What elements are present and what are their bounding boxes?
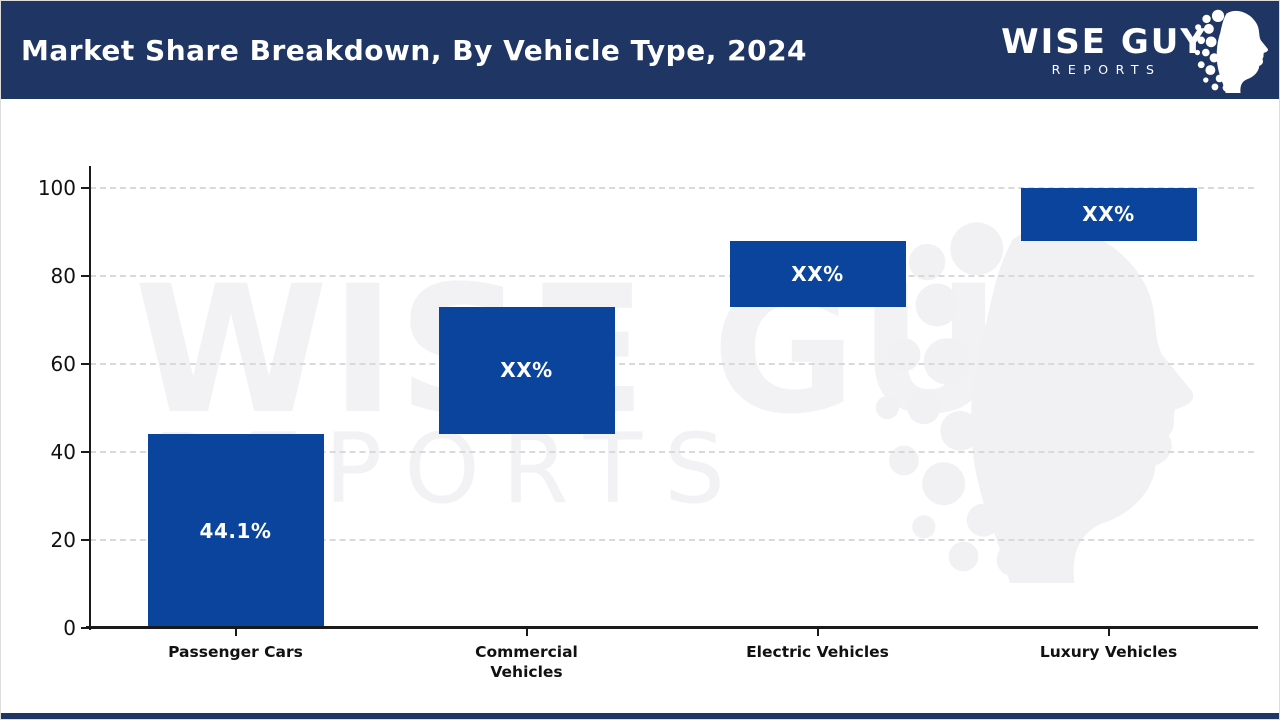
- bar-value-label: 44.1%: [199, 518, 272, 543]
- x-category-line: Electric Vehicles: [746, 643, 889, 661]
- bar-value-label: XX%: [791, 261, 844, 286]
- x-axis-line: [86, 626, 1258, 629]
- chart-title: Market Share Breakdown, By Vehicle Type,…: [21, 33, 808, 67]
- x-category-label-passenger-cars: Passenger Cars: [116, 642, 356, 662]
- bar-electric-vehicles: XX%: [729, 240, 906, 307]
- gridline-20: [90, 539, 1254, 541]
- y-tick-mark: [81, 363, 89, 365]
- y-tick-label: 20: [50, 528, 76, 552]
- gridline-60: [90, 363, 1254, 365]
- gridline-100: [90, 187, 1254, 189]
- y-tick-label: 0: [63, 616, 76, 640]
- y-tick-mark: [81, 275, 89, 277]
- brand-text: WISE GUY REPORTS: [1001, 22, 1207, 77]
- x-tick-mark: [1107, 629, 1110, 636]
- bar-value-label: XX%: [500, 358, 553, 383]
- watermark-head-icon: [875, 222, 1194, 583]
- x-tick-mark: [234, 629, 237, 636]
- brand-subname: REPORTS: [1051, 61, 1162, 77]
- y-tick-label: 80: [50, 264, 76, 288]
- y-tick-mark: [81, 451, 89, 453]
- x-category-line: Vehicles: [490, 663, 563, 681]
- footer-strip: [1, 713, 1279, 719]
- y-tick-label: 100: [37, 176, 76, 200]
- x-category-label-electric-vehicles: Electric Vehicles: [698, 642, 938, 662]
- y-axis-line: [89, 166, 91, 630]
- bar-passenger-cars: 44.1%: [147, 433, 324, 628]
- brand-name: WISE GUY: [1001, 22, 1207, 63]
- gridline-40: [90, 451, 1254, 453]
- x-category-line: Luxury Vehicles: [1039, 643, 1178, 661]
- header: Market Share Breakdown, By Vehicle Type,…: [1, 1, 1279, 99]
- brand-logo: WISE GUY REPORTS: [1001, 9, 1271, 93]
- x-tick-mark: [525, 629, 528, 636]
- x-category-line: Passenger Cars: [168, 643, 303, 661]
- y-tick-mark: [81, 187, 89, 189]
- x-tick-mark: [816, 629, 819, 636]
- bar-value-label: XX%: [1082, 202, 1135, 227]
- x-category-label-luxury-vehicles: Luxury Vehicles: [989, 642, 1229, 662]
- x-category-label-commercial-vehicles: Commercial Vehicles: [407, 642, 647, 682]
- y-tick-mark: [81, 539, 89, 541]
- y-tick-label: 40: [50, 440, 76, 464]
- gridline-80: [90, 275, 1254, 277]
- bar-commercial-vehicles: XX%: [438, 306, 615, 434]
- y-tick-label: 60: [50, 352, 76, 376]
- bar-luxury-vehicles: XX%: [1020, 188, 1197, 241]
- x-category-line: Commercial: [475, 643, 578, 661]
- y-tick-mark: [81, 627, 89, 629]
